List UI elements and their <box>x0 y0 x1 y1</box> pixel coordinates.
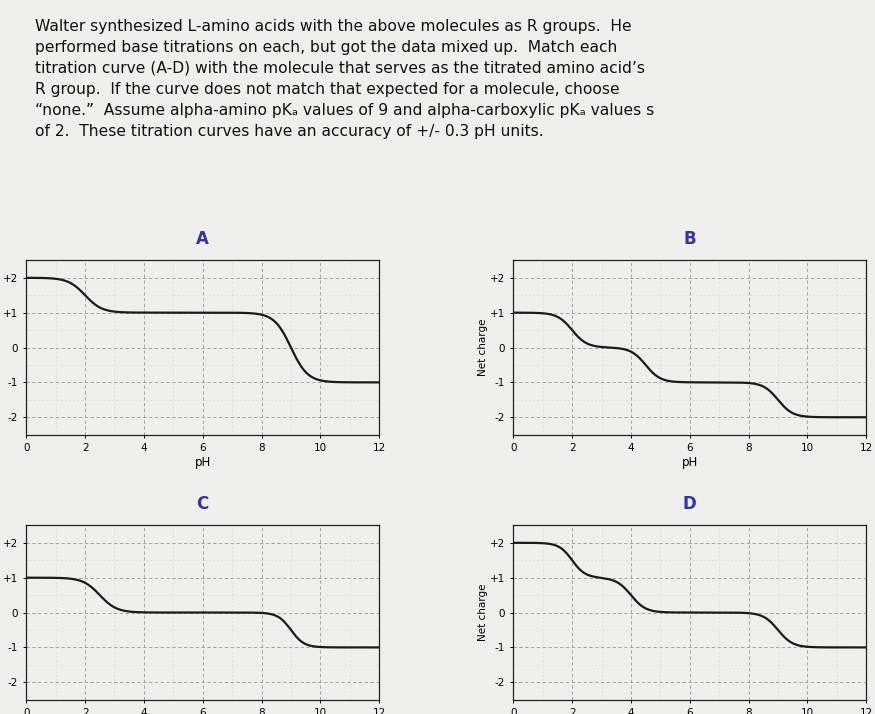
X-axis label: pH: pH <box>682 456 698 469</box>
Y-axis label: Net charge: Net charge <box>479 318 488 376</box>
X-axis label: pH: pH <box>194 456 211 469</box>
Text: D: D <box>682 495 696 513</box>
Text: B: B <box>683 230 696 248</box>
Text: A: A <box>196 230 209 248</box>
Y-axis label: Net charge: Net charge <box>479 584 488 641</box>
Y-axis label: Net charge: Net charge <box>0 584 1 641</box>
Y-axis label: Net charge: Net charge <box>0 318 1 376</box>
Text: C: C <box>197 495 209 513</box>
Text: Walter synthesized L-amino acids with the above molecules as R groups.  He
perfo: Walter synthesized L-amino acids with th… <box>35 19 654 139</box>
